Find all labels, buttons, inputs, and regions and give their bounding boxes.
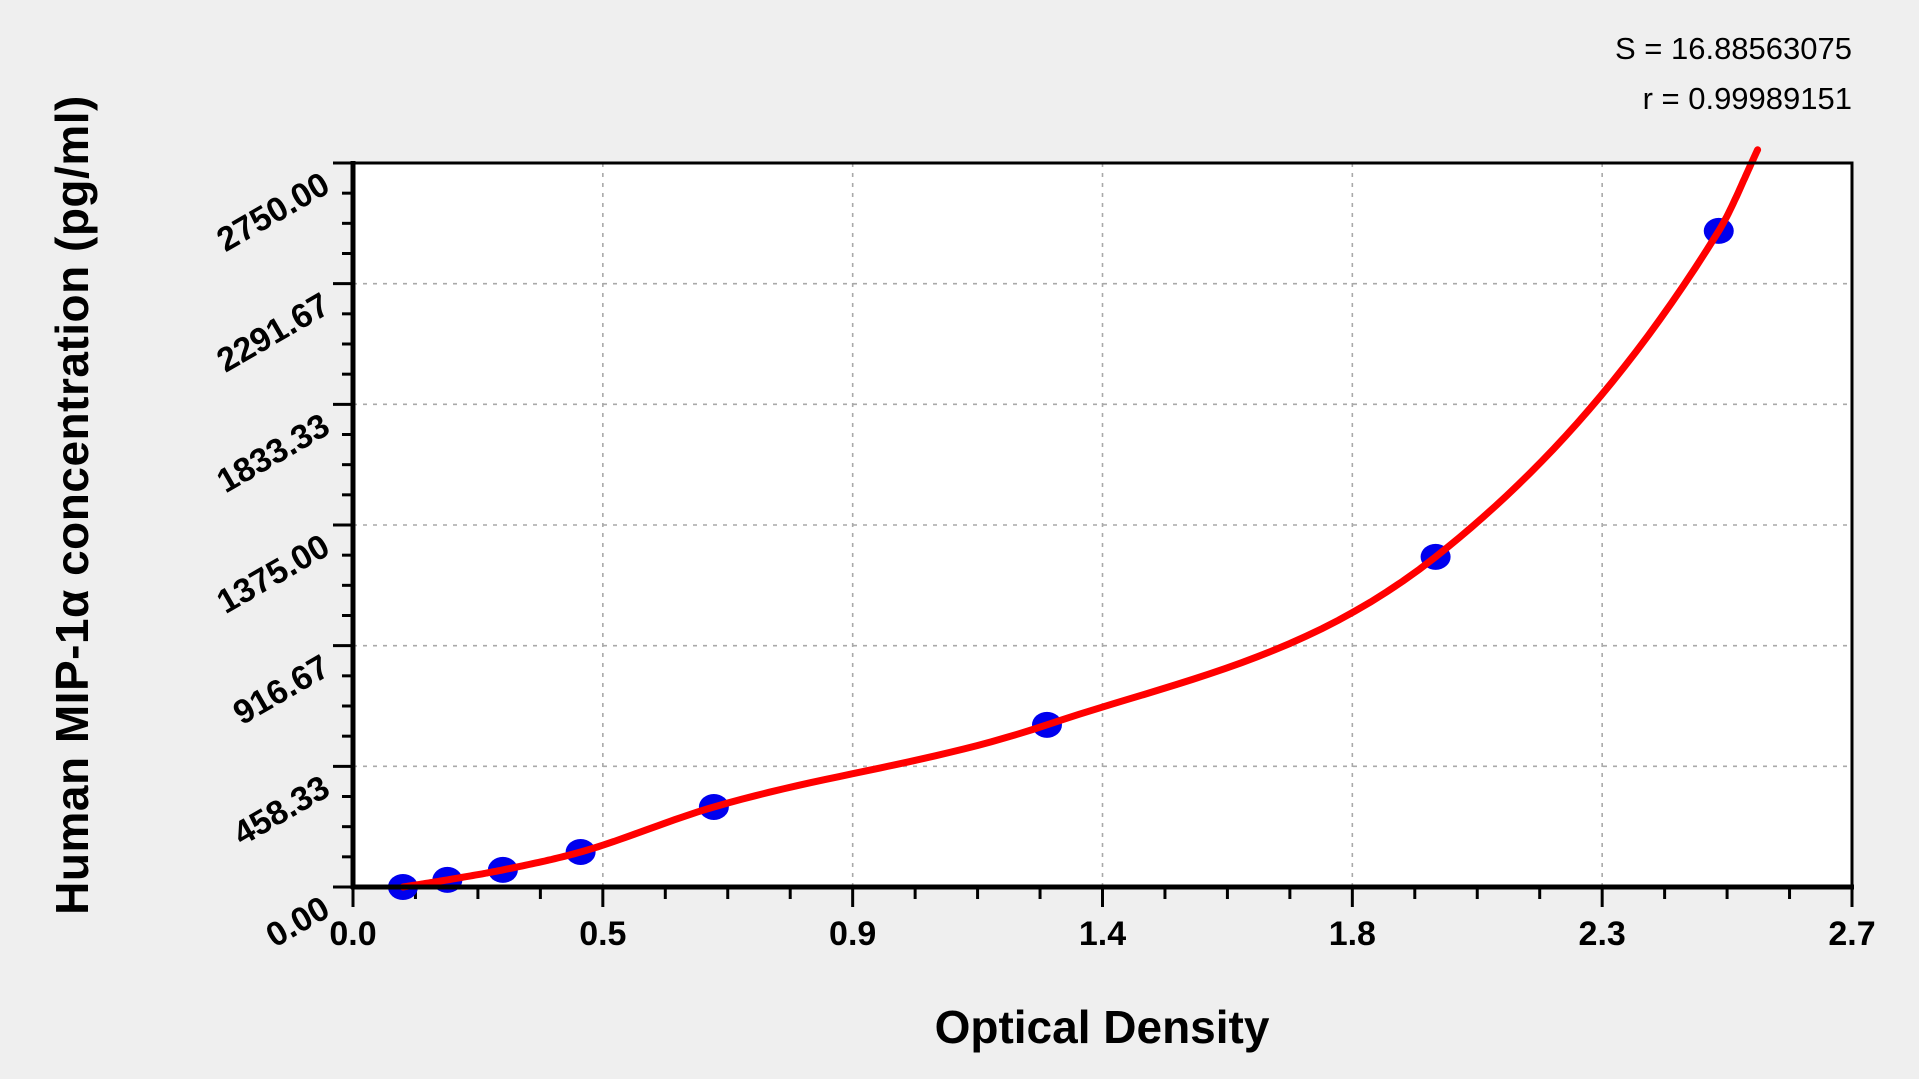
x-axis-title: Optical Density	[934, 1001, 1270, 1053]
fit-s-value: S = 16.88563075	[1614, 31, 1852, 66]
y-tick-label: 1833.33	[211, 406, 336, 500]
fit-curve	[399, 146, 1762, 891]
x-tick-label: 2.3	[1579, 915, 1626, 953]
y-tick-label: 916.67	[227, 648, 336, 733]
y-tick-label: 1375.00	[211, 527, 336, 621]
x-tick-label: 1.4	[1079, 915, 1126, 953]
y-tick-label: 458.33	[227, 768, 336, 853]
x-tick-label: 2.7	[1828, 915, 1875, 953]
x-tick-label: 0.0	[329, 915, 376, 953]
fit-r-value: r = 0.99989151	[1642, 81, 1852, 116]
x-tick-label: 0.9	[829, 915, 876, 953]
fit-statistics: S = 16.88563075 r = 0.99989151	[1615, 24, 1852, 124]
x-tick-label: 1.8	[1329, 915, 1376, 953]
y-tick-label: 2750.00	[211, 165, 336, 259]
y-tick-label: 2291.67	[211, 286, 336, 380]
x-tick-label: 0.5	[579, 915, 626, 953]
y-tick-label: 0.00	[260, 889, 336, 955]
